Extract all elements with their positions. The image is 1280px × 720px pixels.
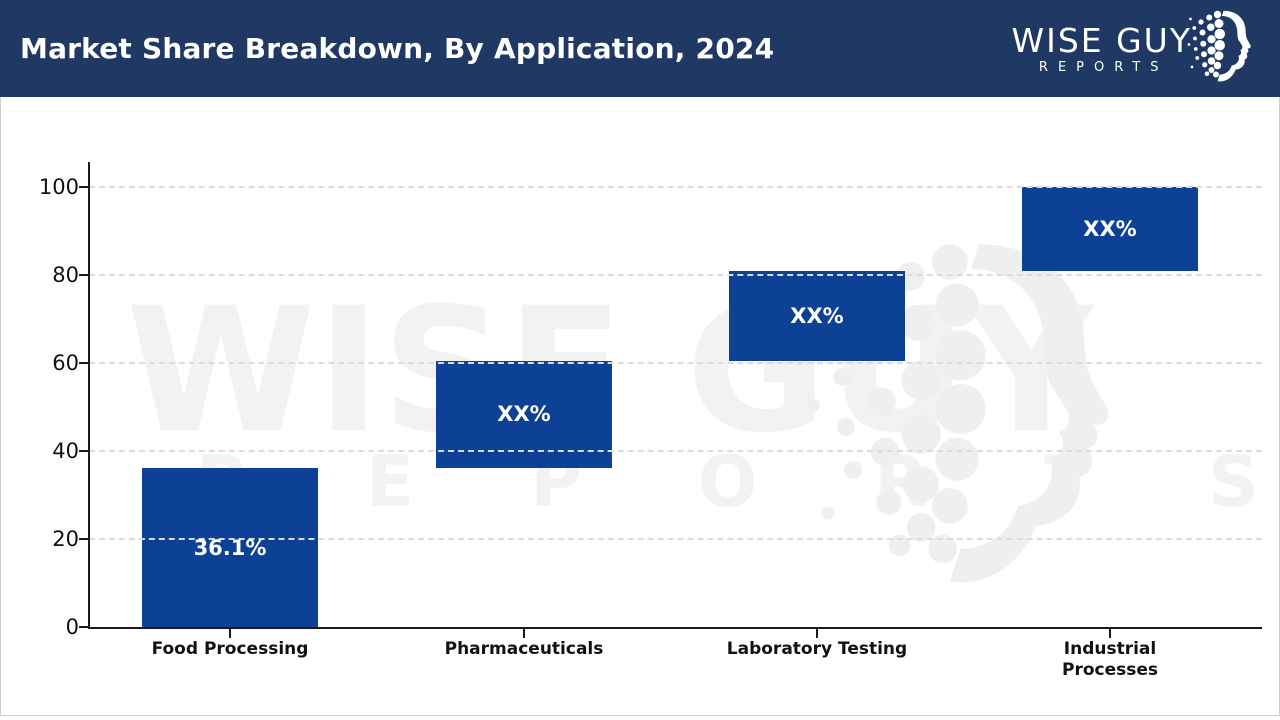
- wiseguy-head-icon: [1187, 10, 1251, 81]
- y-tick-label-20: 20: [52, 527, 79, 551]
- x-category-label-food-processing: Food Processing: [151, 639, 309, 659]
- gridline-80: [89, 274, 1262, 276]
- x-tick-mark-food-processing: [229, 629, 231, 638]
- x-tick-mark-pharmaceuticals: [523, 629, 525, 638]
- y-tick-mark-0: [79, 626, 88, 628]
- bar-industrial-processes: [1022, 187, 1198, 271]
- bar-value-label-industrial-processes: XX%: [1083, 216, 1137, 241]
- bar-food-processing: [142, 468, 318, 627]
- y-axis-line: [88, 162, 90, 629]
- gridline-40: [89, 450, 1262, 452]
- y-tick-mark-80: [79, 274, 88, 276]
- y-tick-mark-40: [79, 450, 88, 452]
- x-tick-mark-industrial-processes: [1109, 629, 1111, 638]
- x-category-label-pharmaceuticals: Pharmaceuticals: [444, 639, 604, 659]
- gridline-100: [89, 186, 1262, 188]
- y-tick-label-100: 100: [38, 175, 79, 199]
- bar-value-label-laboratory-testing: XX%: [790, 303, 844, 328]
- header: Market Share Breakdown, By Application, …: [0, 0, 1280, 97]
- x-tick-mark-laboratory-testing: [816, 629, 818, 638]
- x-axis-line: [88, 627, 1262, 629]
- y-tick-label-0: 0: [65, 615, 79, 639]
- logo-line1: WISE GUY: [1011, 20, 1192, 60]
- y-tick-label-60: 60: [52, 351, 79, 375]
- wiseguy-logo: WISE GUY REPORTS: [1011, 7, 1254, 91]
- bar-laboratory-testing: [729, 270, 905, 361]
- page-title: Market Share Breakdown, By Application, …: [20, 32, 775, 65]
- y-tick-mark-60: [79, 362, 88, 364]
- y-tick-label-80: 80: [52, 263, 79, 287]
- logo-line2: REPORTS: [1038, 59, 1169, 75]
- gridline-60: [89, 362, 1262, 364]
- x-category-label-laboratory-testing: Laboratory Testing: [726, 639, 908, 659]
- y-tick-mark-100: [79, 186, 88, 188]
- logo-text: WISE GUY REPORTS: [1011, 24, 1192, 74]
- x-category-label-industrial-processes: Industrial Processes: [1061, 639, 1158, 680]
- bar-value-label-pharmaceuticals: XX%: [497, 402, 551, 427]
- gridline-20: [89, 538, 1262, 540]
- bar-value-label-food-processing: 36.1%: [193, 535, 267, 560]
- y-tick-mark-20: [79, 538, 88, 540]
- y-tick-label-40: 40: [52, 439, 79, 463]
